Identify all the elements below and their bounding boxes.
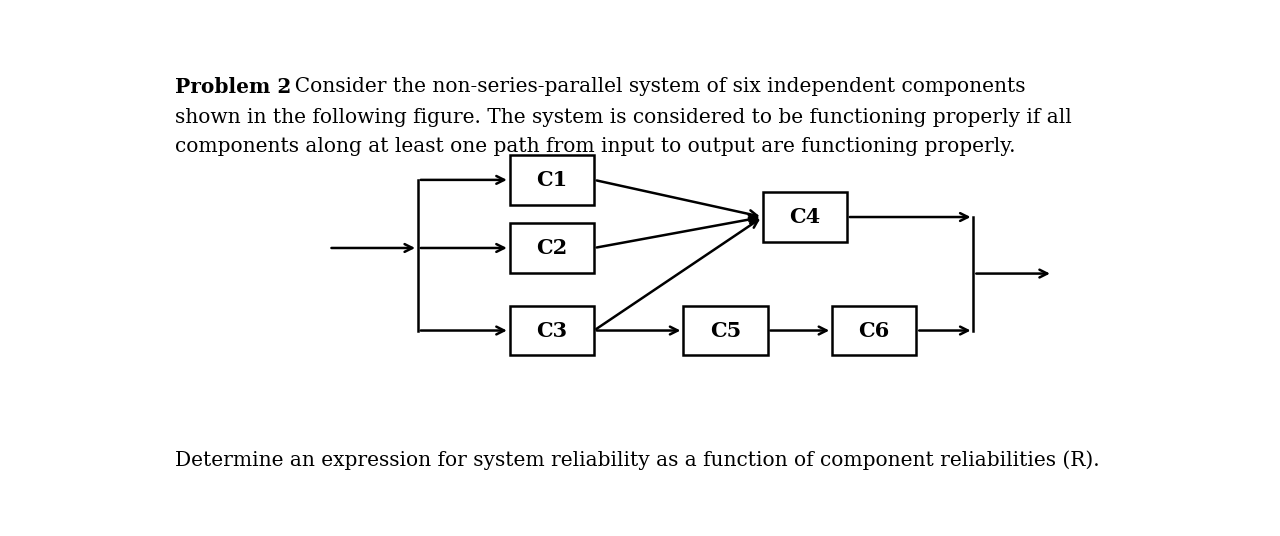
Text: shown in the following figure. The system is considered to be functioning proper: shown in the following figure. The syste… — [175, 108, 1071, 126]
Text: C4: C4 — [790, 207, 820, 227]
Text: Problem 2: Problem 2 — [175, 77, 291, 96]
FancyBboxPatch shape — [509, 306, 594, 355]
Text: C5: C5 — [710, 321, 741, 340]
FancyBboxPatch shape — [684, 306, 768, 355]
FancyBboxPatch shape — [832, 306, 916, 355]
Text: C6: C6 — [859, 321, 890, 340]
Text: C3: C3 — [536, 321, 567, 340]
Text: components along at least one path from input to output are functioning properly: components along at least one path from … — [175, 137, 1015, 155]
Text: C1: C1 — [536, 170, 567, 190]
FancyBboxPatch shape — [509, 223, 594, 273]
Text: C2: C2 — [536, 238, 567, 258]
Text: Determine an expression for system reliability as a function of component reliab: Determine an expression for system relia… — [175, 450, 1100, 470]
FancyBboxPatch shape — [763, 192, 847, 242]
Text: – Consider the non-series-parallel system of six independent components: – Consider the non-series-parallel syste… — [273, 77, 1025, 96]
FancyBboxPatch shape — [509, 155, 594, 205]
